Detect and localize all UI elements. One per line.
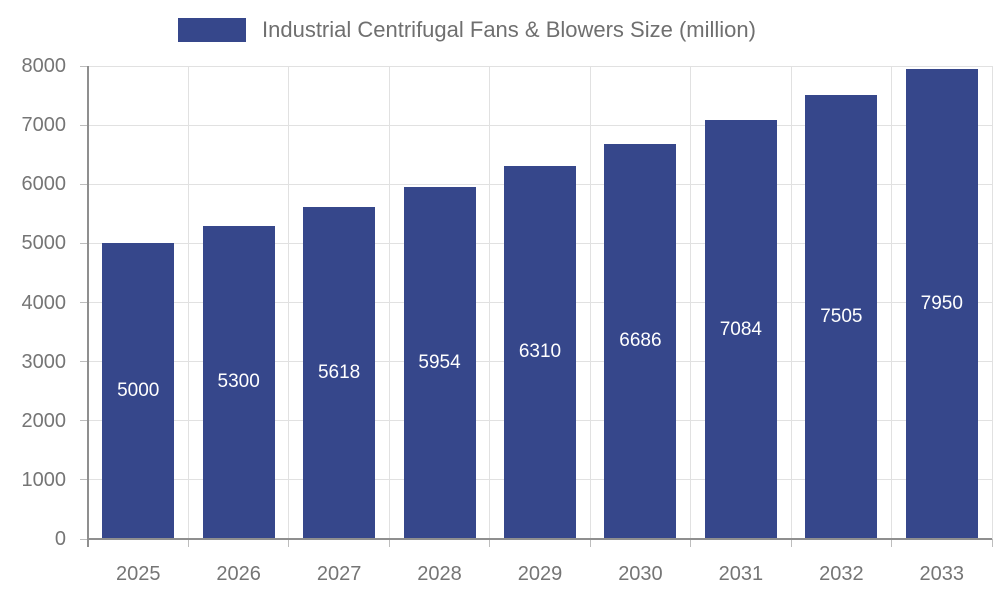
x-axis-line [87,538,992,540]
gridline-v [891,66,893,539]
bar-value-label: 5000 [117,380,160,402]
bar-value-label: 5618 [317,361,361,383]
x-tick-mark [489,539,491,547]
bar-value-label: 6310 [518,341,562,363]
y-tick-label: 2000 [21,409,67,432]
x-tick-mark [187,539,189,547]
y-tick-mark [80,65,88,67]
x-tick-mark [991,539,993,547]
bar [805,95,877,539]
x-tick-mark [790,539,792,547]
x-tick-mark [288,539,290,547]
x-tick-mark [388,539,390,547]
y-tick-mark [80,479,88,481]
y-tick-label: 4000 [21,291,67,314]
y-tick-label: 6000 [21,173,67,196]
gridline-v [288,66,290,539]
bar [504,165,576,539]
y-tick-label: 3000 [21,350,67,373]
x-tick-label: 2026 [216,563,261,585]
y-axis-line [87,66,89,547]
bar-value-label: 5300 [217,371,260,393]
bar [705,120,777,539]
x-tick-mark [690,539,692,547]
bar-value-label: 6686 [619,330,662,352]
x-tick-label: 2029 [517,563,563,585]
gridline-v [790,66,792,539]
y-tick-label: 7000 [21,114,67,137]
bar-value-label: 7505 [820,306,863,328]
bar [203,225,275,539]
gridline-v [187,66,189,539]
x-tick-label: 2031 [718,563,764,585]
gridline-v [388,66,390,539]
legend-label: Industrial Centrifugal Fans & Blowers Si… [262,17,756,42]
bar-value-label: 5954 [418,351,461,373]
y-tick-mark [80,124,88,126]
gridline-v [690,66,692,539]
x-tick-label: 2025 [115,563,161,585]
y-tick-mark [80,302,88,303]
legend-swatch [178,18,246,42]
bar [303,206,375,539]
bar [404,186,476,539]
y-tick-label: 8000 [21,55,67,77]
y-tick-label: 1000 [21,468,67,491]
y-tick-label: 0 [54,528,66,550]
x-tick-mark [589,539,591,547]
bar [906,68,978,539]
x-tick-label: 2032 [819,563,864,585]
gridline-v [589,66,591,539]
y-tick-label: 5000 [21,232,67,255]
gridline-h [88,124,992,126]
bar [604,143,676,539]
y-tick-mark [80,420,88,422]
x-tick-mark [891,539,893,547]
x-tick-label: 2027 [316,563,362,585]
legend: Industrial Centrifugal Fans & Blowers Si… [178,17,756,43]
bar-value-label: 7084 [719,318,763,340]
gridline-h [88,65,992,67]
gridline-v [489,66,491,539]
y-tick-mark [80,183,88,185]
y-tick-mark [80,361,88,363]
x-tick-label: 2028 [417,563,462,585]
y-tick-mark [80,538,88,540]
bar-value-label: 7950 [920,292,963,314]
x-tick-label: 2030 [618,563,663,585]
y-tick-mark [80,242,88,244]
x-tick-label: 2033 [919,563,965,585]
gridline-v [991,66,993,539]
bar [102,243,174,539]
